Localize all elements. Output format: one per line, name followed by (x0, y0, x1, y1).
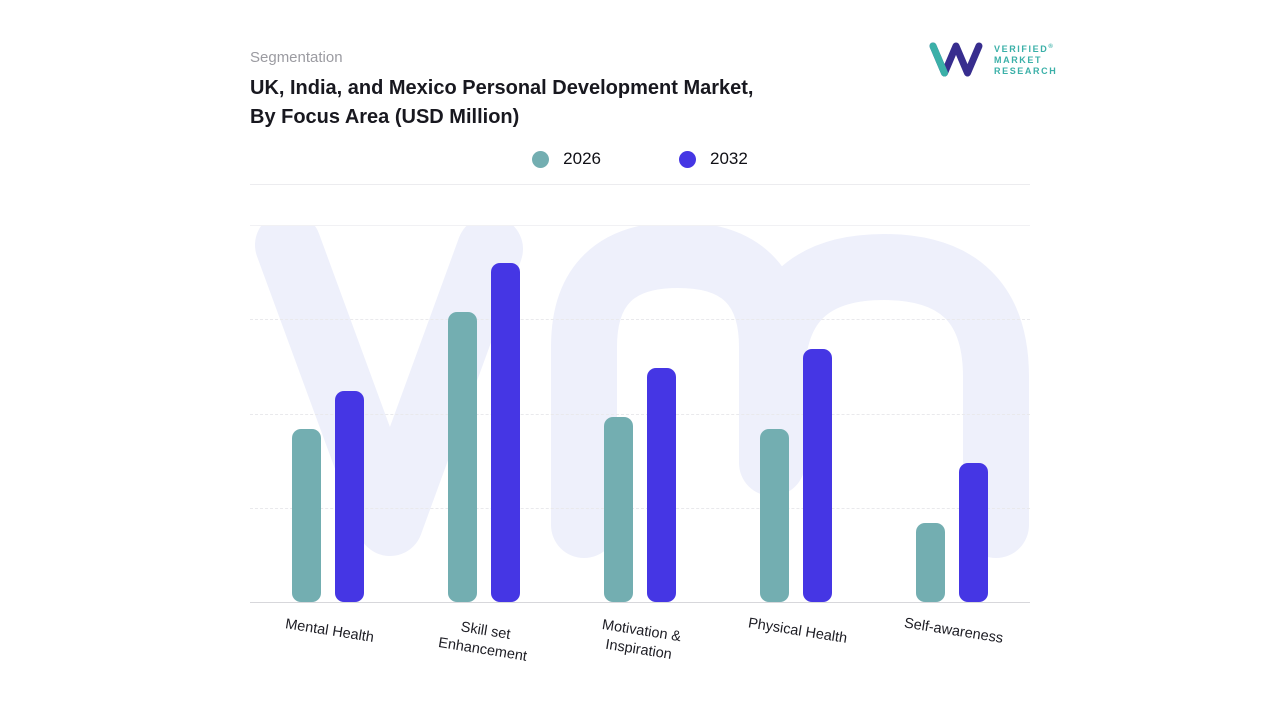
legend-separator (250, 184, 1030, 185)
legend-swatch-2026 (532, 150, 550, 168)
bar-group-mental-health (292, 225, 364, 602)
chart-title-line-2: By Focus Area (USD Million) (250, 106, 520, 128)
bar-2032-physical-health (803, 349, 832, 602)
bar-group-self-awareness (916, 225, 988, 602)
gridline-75 (250, 319, 1030, 321)
bar-2026-physical-health (760, 428, 789, 602)
vmr-logo: VERIFIED® MARKET RESEARCH (926, 38, 1057, 80)
chart-legend: 2026 2032 (250, 149, 1030, 169)
x-axis-labels: Mental Health Skill set Enhancement Motivat… (250, 615, 1030, 664)
bar-2032-skill-set-enhancement (491, 262, 520, 602)
bar-2026-mental-health (292, 428, 321, 602)
plot-area (250, 225, 1030, 602)
legend-item-2032: 2032 (679, 149, 748, 169)
legend-label-2026: 2026 (563, 149, 601, 168)
bar-2026-self-awareness (916, 522, 945, 602)
legend-swatch-2032 (679, 150, 696, 168)
gridline-top (250, 225, 1030, 226)
x-axis-label-self-awareness: Self-awareness (902, 615, 1005, 647)
gridline-25 (250, 507, 1030, 509)
bar-2026-skill-set-enhancement (448, 311, 477, 602)
x-axis-label-motivation-inspiration: Motivation & Inspiration (600, 616, 683, 664)
bar-2032-mental-health (335, 390, 364, 602)
x-axis-line (250, 602, 1030, 603)
vmr-logo-text: VERIFIED® MARKET RESEARCH (994, 43, 1058, 76)
chart-title: UK, India, and Mexico Personal Developme… (250, 74, 753, 132)
bar-group-motivation-inspiration (604, 225, 676, 602)
vmr-logo-icon (929, 42, 983, 77)
bar-group-physical-health (760, 225, 832, 602)
bar-group-skill-set-enhancement (448, 225, 520, 602)
legend-item-2026: 2026 (532, 149, 601, 169)
bar-2026-motivation-inspiration (604, 417, 633, 602)
legend-label-2032: 2032 (710, 149, 748, 168)
x-axis-label-skill-set-enhancement: Skill set Enhancement (437, 619, 529, 665)
segmentation-eyebrow: Segmentation (250, 49, 343, 66)
chart-title-line-1: UK, India, and Mexico Personal Developme… (250, 77, 754, 99)
gridline-50 (250, 413, 1030, 415)
bar-2032-motivation-inspiration (647, 368, 676, 602)
bar-chart (250, 225, 1030, 603)
x-axis-label-mental-health: Mental Health (284, 616, 375, 647)
registered-mark: ® (1048, 43, 1055, 50)
x-axis-label-physical-health: Physical Health (746, 615, 849, 647)
bar-2032-self-awareness (959, 462, 988, 602)
